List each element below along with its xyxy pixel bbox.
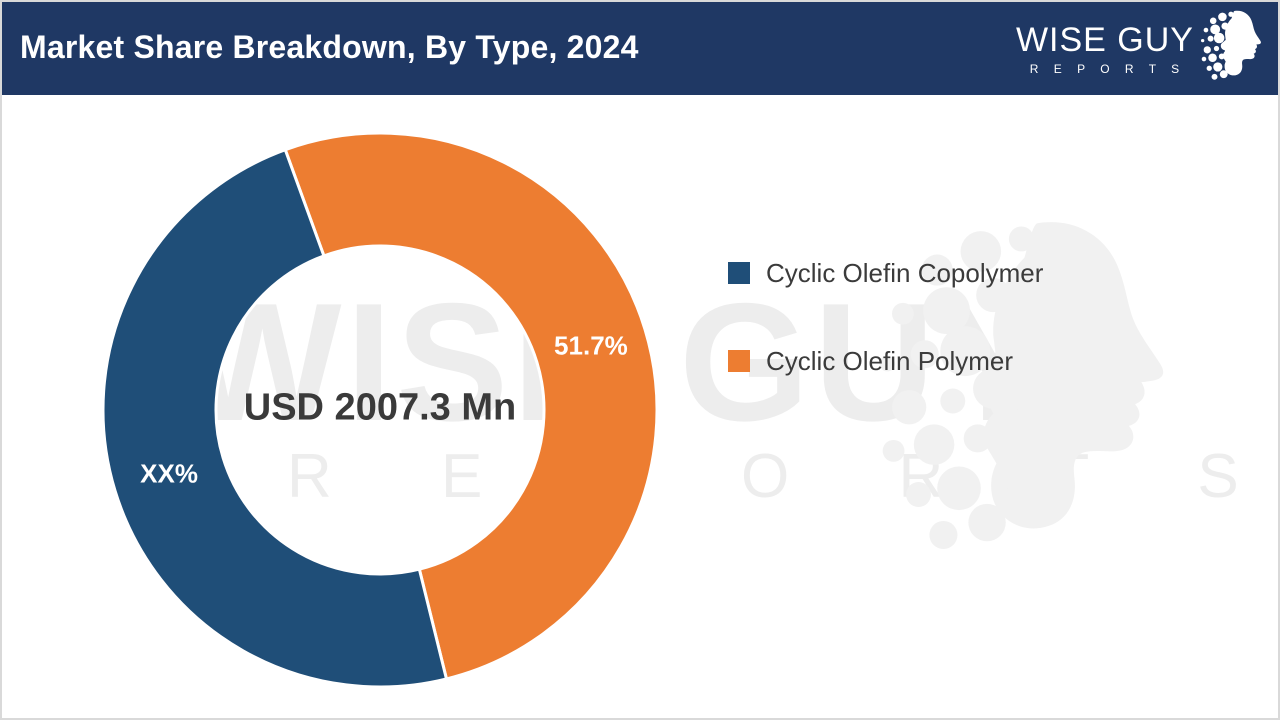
page-title: Market Share Breakdown, By Type, 2024 xyxy=(20,29,639,65)
chart-center-value: USD 2007.3 Mn xyxy=(243,386,517,429)
logo-face-icon xyxy=(1196,9,1262,88)
legend-label-polymer: Cyclic Olefin Polymer xyxy=(766,346,1014,376)
donut-slice-0 xyxy=(283,131,659,681)
slice-label-0: 51.7% xyxy=(554,330,628,361)
legend-swatch-copolymer xyxy=(728,262,750,284)
donut-svg xyxy=(101,131,659,689)
wise-guy-logo: WISE GUY R E P O R T S xyxy=(1016,9,1262,88)
legend-swatch-polymer xyxy=(728,350,750,372)
legend-label-copolymer: Cyclic Olefin Copolymer xyxy=(766,258,1044,288)
header-bar: Market Share Breakdown, By Type, 2024 WI… xyxy=(0,0,1280,95)
watermark-text-line2: R E P O R T S xyxy=(287,442,1280,511)
chart-legend: Cyclic Olefin Copolymer Cyclic Olefin Po… xyxy=(728,257,1043,377)
legend-item-copolymer: Cyclic Olefin Copolymer xyxy=(728,257,1043,289)
legend-item-polymer: Cyclic Olefin Polymer xyxy=(728,345,1043,377)
donut-slice-1 xyxy=(101,148,448,689)
logo-wordmark: WISE GUY xyxy=(1015,21,1194,60)
logo-text: WISE GUY R E P O R T S xyxy=(1016,21,1194,75)
donut-chart: USD 2007.3 Mn 51.7% XX% xyxy=(100,130,660,690)
slice-label-1: XX% xyxy=(140,458,198,489)
logo-subtitle: R E P O R T S xyxy=(1029,61,1186,76)
